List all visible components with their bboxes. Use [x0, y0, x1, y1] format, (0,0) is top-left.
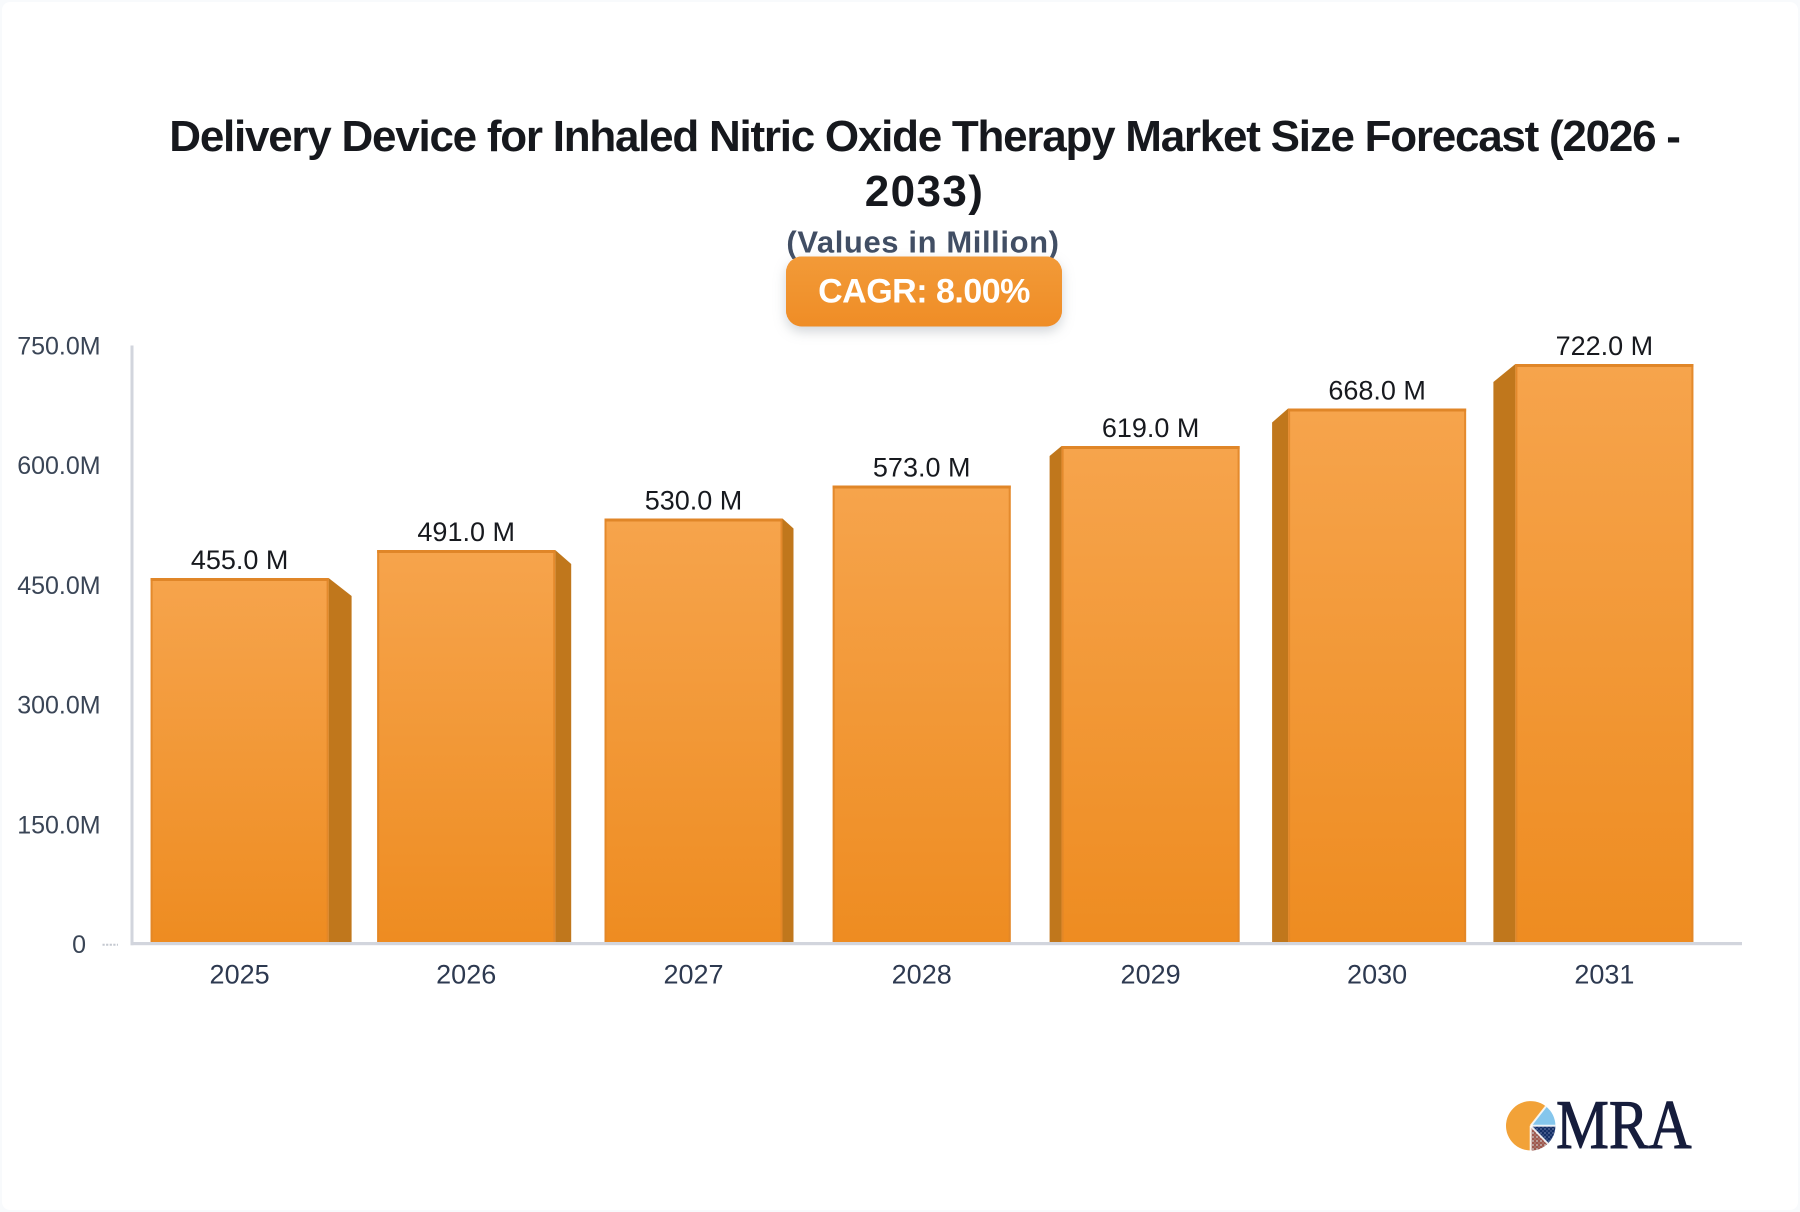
svg-text:491.0 M: 491.0 M: [417, 517, 515, 547]
svg-text:2025: 2025: [210, 959, 270, 989]
svg-text:668.0 M: 668.0 M: [1328, 376, 1426, 406]
svg-text:530.0 M: 530.0 M: [645, 486, 743, 516]
svg-text:450.0M: 450.0M: [17, 572, 100, 600]
svg-text:CAGR: 8.00%: CAGR: 8.00%: [818, 273, 1030, 311]
svg-text:2031: 2031: [1574, 959, 1634, 989]
svg-text:722.0 M: 722.0 M: [1556, 331, 1654, 361]
svg-text:MRA: MRA: [1556, 1087, 1692, 1165]
svg-text:455.0 M: 455.0 M: [191, 545, 289, 575]
svg-text:619.0 M: 619.0 M: [1102, 413, 1200, 443]
svg-text:2030: 2030: [1347, 959, 1407, 989]
svg-text:2026: 2026: [436, 959, 496, 989]
svg-text:2033): 2033): [865, 167, 985, 216]
svg-text:300.0M: 300.0M: [17, 692, 100, 720]
svg-text:600.0M: 600.0M: [17, 452, 100, 480]
svg-text:2028: 2028: [892, 959, 952, 989]
svg-text:Delivery Device for Inhaled Ni: Delivery Device for Inhaled Nitric Oxide…: [169, 112, 1679, 161]
svg-text:750.0M: 750.0M: [17, 332, 100, 360]
svg-text:150.0M: 150.0M: [17, 811, 100, 839]
svg-text:(Values in Million): (Values in Million): [786, 224, 1059, 259]
svg-text:0: 0: [72, 931, 86, 959]
svg-text:2027: 2027: [663, 959, 723, 989]
svg-text:2029: 2029: [1121, 959, 1181, 989]
svg-text:573.0 M: 573.0 M: [873, 453, 971, 483]
